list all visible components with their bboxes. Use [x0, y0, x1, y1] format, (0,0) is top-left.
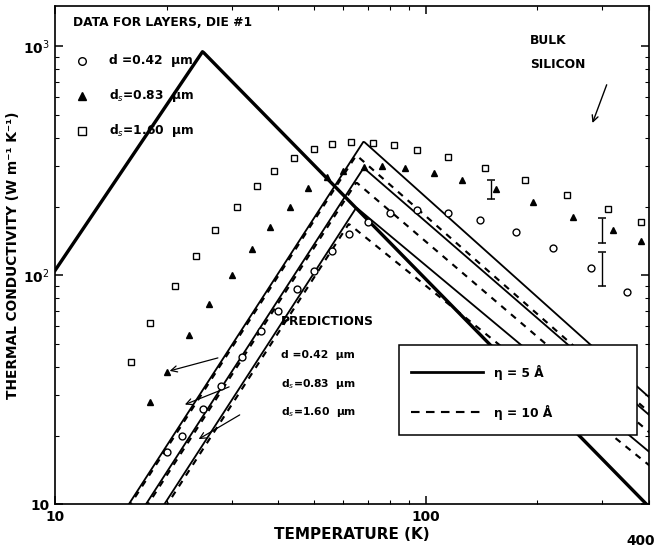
- Text: d$_s$=0.83  μm: d$_s$=0.83 μm: [109, 87, 194, 104]
- Text: η = 5 Å: η = 5 Å: [494, 365, 544, 380]
- Text: 400: 400: [626, 535, 655, 548]
- Text: DATA FOR LAYERS, DIE #1: DATA FOR LAYERS, DIE #1: [73, 16, 252, 29]
- Text: d$_s$=1.60  μm: d$_s$=1.60 μm: [280, 405, 356, 419]
- Text: SILICON: SILICON: [530, 58, 585, 72]
- FancyBboxPatch shape: [399, 345, 637, 435]
- Text: d$_s$=1.60  μm: d$_s$=1.60 μm: [109, 122, 194, 139]
- Y-axis label: THERMAL CONDUCTIVITY (W m⁻¹ K⁻¹): THERMAL CONDUCTIVITY (W m⁻¹ K⁻¹): [6, 112, 20, 399]
- Text: d =0.42  μm: d =0.42 μm: [280, 350, 354, 360]
- Text: d =0.42  μm: d =0.42 μm: [109, 54, 192, 68]
- Text: d$_s$=0.83  μm: d$_s$=0.83 μm: [280, 377, 356, 392]
- X-axis label: TEMPERATURE (K): TEMPERATURE (K): [274, 527, 430, 542]
- Text: PREDICTIONS: PREDICTIONS: [280, 315, 374, 328]
- Text: BULK: BULK: [530, 34, 566, 47]
- Text: η = 10 Å: η = 10 Å: [494, 405, 552, 420]
